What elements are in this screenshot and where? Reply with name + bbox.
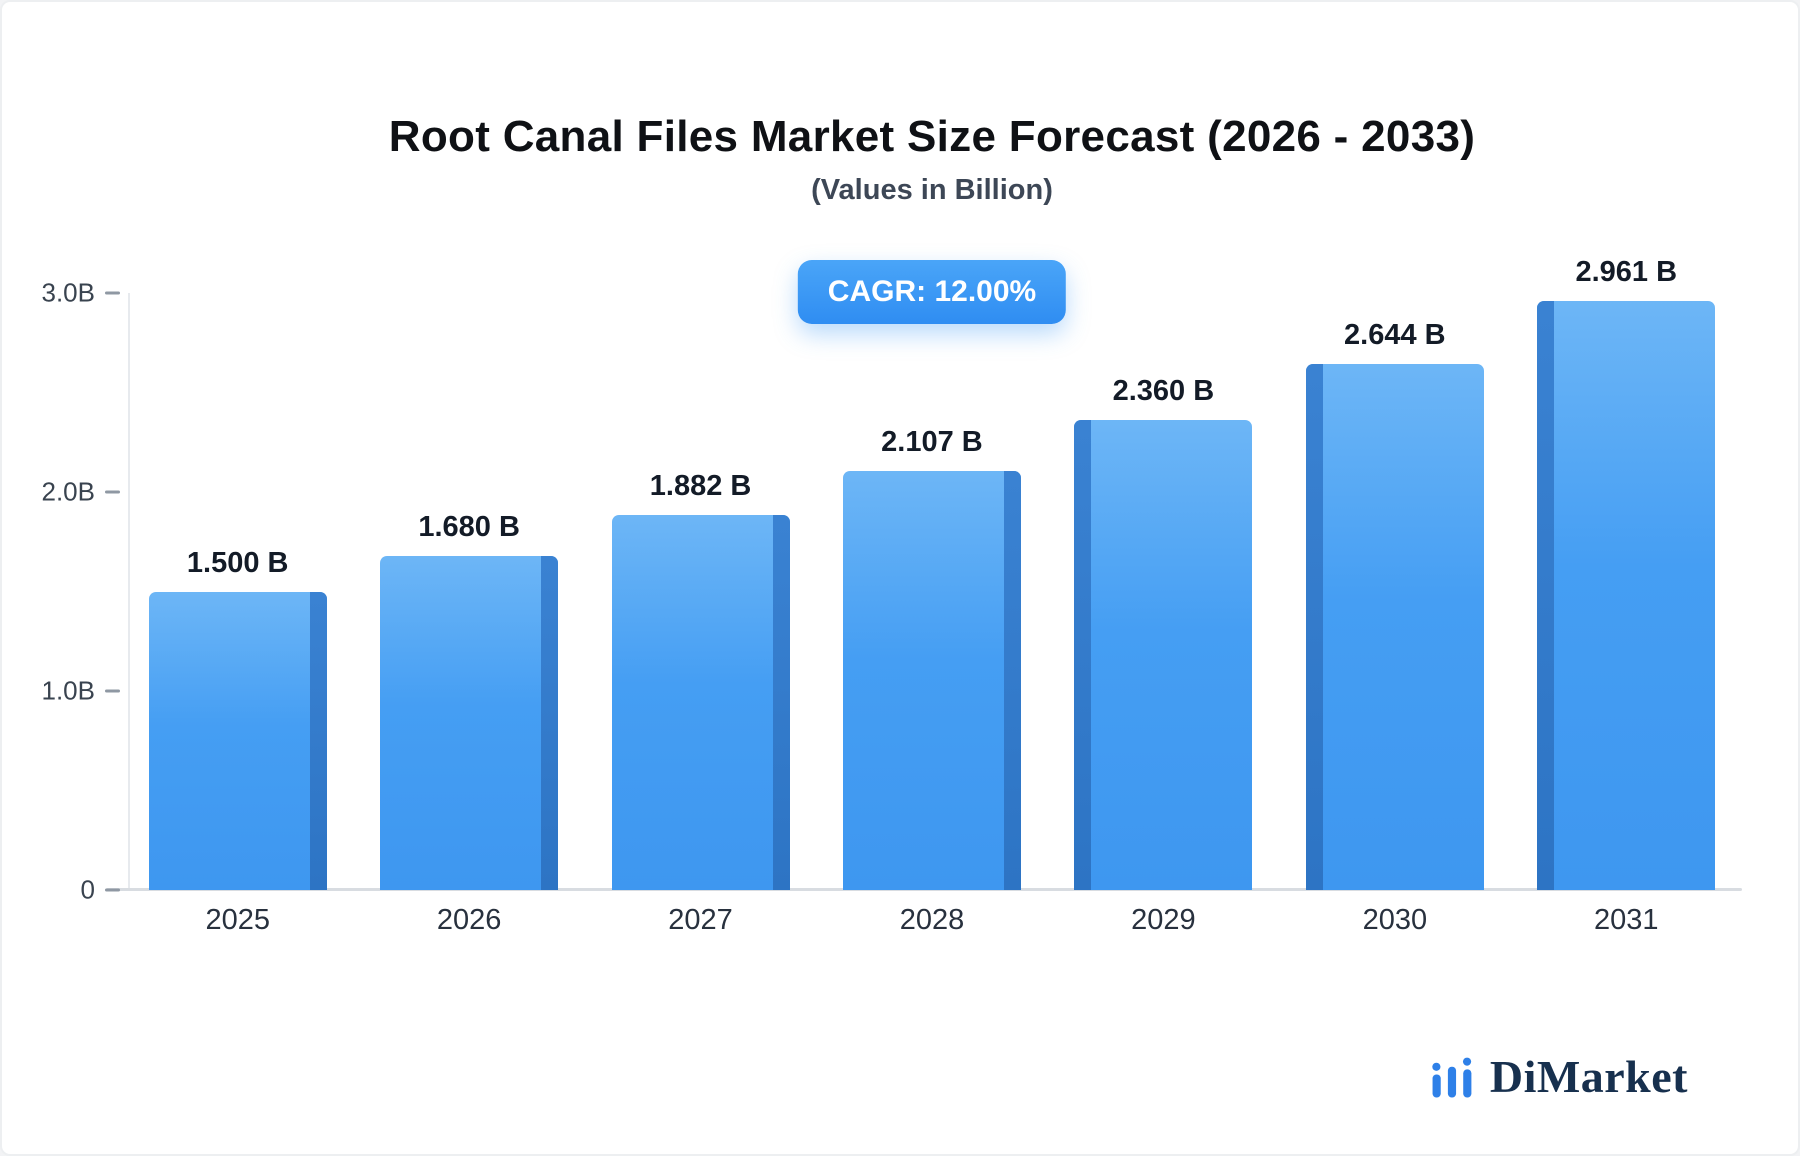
y-tick-label: 0 xyxy=(80,874,95,905)
bar-side-shade xyxy=(1074,420,1092,890)
y-tick-label: 3.0B xyxy=(41,277,96,308)
bar-2031: 2.961 B xyxy=(1537,256,1716,890)
bar-2029: 2.360 B xyxy=(1074,375,1253,890)
bar-side-shade xyxy=(309,591,327,890)
y-tick-mark xyxy=(105,689,120,693)
plot-area: 1.500 B 1.680 B 1.882 B 2.107 B 2.360 B 2.644… xyxy=(122,256,1742,890)
y-tick-mark xyxy=(105,888,120,892)
bar-slot-2028: 2.107 B xyxy=(816,293,1047,890)
y-axis-line xyxy=(128,293,130,890)
x-label-2027: 2027 xyxy=(668,904,733,936)
bar-2026: 1.680 B xyxy=(380,511,559,890)
bar-2025: 1.500 B xyxy=(148,547,327,890)
x-label-2028: 2028 xyxy=(899,904,965,936)
bar-value-label-2025: 1.500 B xyxy=(186,546,289,579)
cagr-badge: CAGR: 12.00% xyxy=(797,260,1067,324)
bar-slot-2031: 2.961 B xyxy=(1511,256,1742,890)
y-tick-3.0B: 3.0B xyxy=(41,277,120,309)
bar-2027: 1.882 B xyxy=(611,470,790,890)
y-tick-1.0B: 1.0B xyxy=(41,675,120,707)
chart-title: Root Canal Files Market Size Forecast (2… xyxy=(388,112,1476,161)
bar-side-shade xyxy=(772,515,790,890)
bar-side-shade xyxy=(1537,300,1555,890)
bar-value-label-2029: 2.360 B xyxy=(1112,375,1215,408)
bar-2030: 2.644 B xyxy=(1305,319,1484,890)
x-label-2031: 2031 xyxy=(1593,904,1659,936)
x-label-2029: 2029 xyxy=(1131,904,1196,936)
bar-side-shade xyxy=(541,555,559,890)
x-axis: 2025 2026 2027 2028 2029 2030 2031 xyxy=(122,904,1742,937)
y-tick-label: 1.0B xyxy=(41,675,96,706)
bar-slot-2027: 1.882 B xyxy=(585,293,816,890)
y-tick-mark xyxy=(105,291,120,295)
brand-logo: DiMarket xyxy=(1430,1050,1688,1103)
bar-2028: 2.107 B xyxy=(842,426,1021,890)
bar-value-label-2026: 1.680 B xyxy=(418,510,520,543)
x-label-2030: 2030 xyxy=(1362,904,1428,936)
bar-value-label-2028: 2.107 B xyxy=(881,425,983,458)
chart-subtitle: (Values in Billion) xyxy=(811,174,1053,206)
bar-value-label-2031: 2.961 B xyxy=(1575,255,1678,288)
y-tick-2.0B: 2.0B xyxy=(41,476,120,508)
y-tick-0: 0 xyxy=(81,875,120,906)
bar-value-label-2030: 2.644 B xyxy=(1344,318,1446,351)
bar-chart-icon xyxy=(1432,1057,1472,1097)
x-label-2025: 2025 xyxy=(205,904,270,936)
bar-slot-2025: 1.500 B xyxy=(122,293,353,890)
bar-value-label-2027: 1.882 B xyxy=(649,470,752,503)
y-axis: 0 1.0B 2.0B 3.0B xyxy=(2,278,120,905)
bar-slot-2030: 2.644 B xyxy=(1279,293,1510,890)
bar-side-shade xyxy=(1305,363,1323,890)
bar-side-shade xyxy=(1003,470,1021,890)
x-label-2026: 2026 xyxy=(436,904,502,936)
y-tick-mark xyxy=(105,490,120,494)
bar-slot-2026: 1.680 B xyxy=(353,293,584,890)
bars-row: 1.500 B 1.680 B 1.882 B 2.107 B 2.360 B 2.644… xyxy=(122,256,1742,890)
bar-slot-2029: 2.360 B xyxy=(1048,293,1279,890)
y-tick-label: 2.0B xyxy=(41,476,96,507)
brand-name: DiMarket xyxy=(1489,1051,1688,1102)
